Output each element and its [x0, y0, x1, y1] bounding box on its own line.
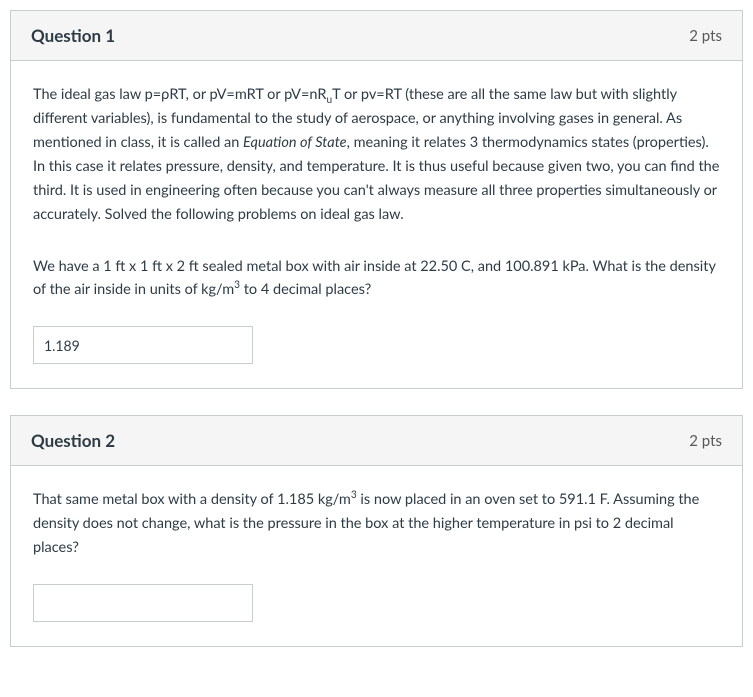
question-title: Question 2 — [31, 430, 115, 451]
question-card-2: Question 2 2 pts That same metal box with … — [10, 415, 743, 647]
question-body: That same metal box with a density of 1.… — [11, 466, 742, 646]
question-body: The ideal gas law p=ρRT, or pV=mRT or pV… — [11, 61, 742, 388]
question-text: That same metal box with a density of 1.… — [33, 488, 720, 560]
question-points: 2 pts — [689, 432, 722, 450]
question-text: The ideal gas law p=ρRT, or pV=mRT or pV… — [33, 83, 720, 302]
answer-input[interactable] — [33, 326, 253, 364]
question-header: Question 1 2 pts — [11, 11, 742, 61]
question-points: 2 pts — [689, 27, 722, 45]
question-header: Question 2 2 pts — [11, 416, 742, 466]
answer-input[interactable] — [33, 584, 253, 622]
question-card-1: Question 1 2 pts The ideal gas law p=ρRT, … — [10, 10, 743, 389]
question-title: Question 1 — [31, 25, 115, 46]
